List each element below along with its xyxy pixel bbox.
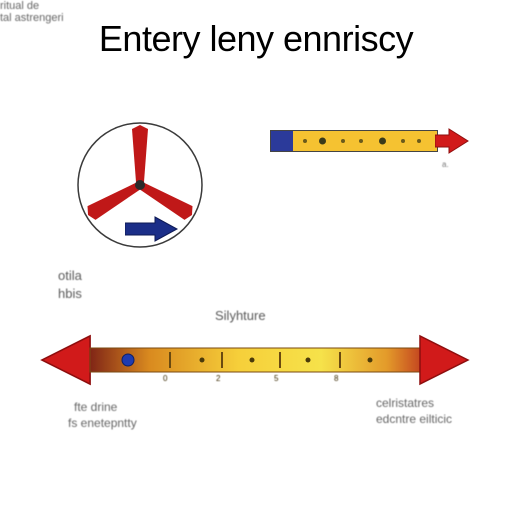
arrow-right-label-2: edcntre eilticic xyxy=(376,412,452,426)
spectrum-arrow-icon xyxy=(435,127,470,155)
arrow-tick-0: 0 xyxy=(163,374,167,383)
arrow-left-label-2: fs enetepntty xyxy=(68,416,137,430)
turbine-label-primary: otila xyxy=(58,268,82,283)
turbine-direction-arrow xyxy=(125,215,180,245)
spectrum-bar: a. xyxy=(270,130,470,160)
main-arrow-title: Silyhture xyxy=(215,308,266,323)
arrow-right-label-1: celristatres xyxy=(376,396,434,410)
spectrum-label-line1: ritual de xyxy=(0,0,512,12)
main-spectrum-arrow: 0 2 5 8 xyxy=(40,330,470,390)
spectrum-tick-label: a. xyxy=(442,160,449,169)
spectrum-label-line2: tal astrengeri xyxy=(0,12,512,24)
arrow-tick-3: 8 xyxy=(334,374,338,383)
arrow-tick-2: 5 xyxy=(274,374,278,383)
page-title: Entery leny ennriscy xyxy=(0,18,512,60)
spectrum-segment-yellow xyxy=(293,131,437,151)
spectrum-segment-blue xyxy=(271,131,293,151)
arrow-tick-1: 2 xyxy=(216,374,220,383)
arrow-left-label-1: fte drine xyxy=(74,400,117,414)
turbine-label-secondary: hbis xyxy=(58,286,82,301)
